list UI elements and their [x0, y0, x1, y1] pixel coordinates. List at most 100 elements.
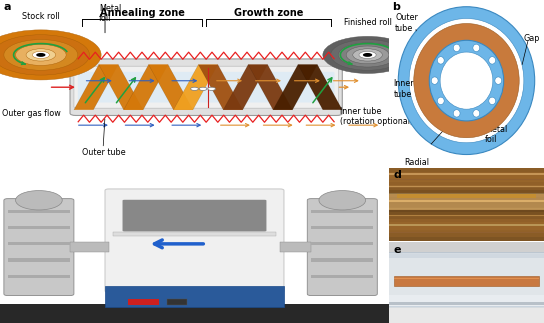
FancyBboxPatch shape — [4, 199, 74, 296]
FancyBboxPatch shape — [311, 226, 373, 229]
Polygon shape — [273, 65, 317, 110]
FancyBboxPatch shape — [389, 182, 544, 186]
FancyBboxPatch shape — [8, 226, 70, 229]
Circle shape — [398, 7, 535, 154]
Circle shape — [489, 97, 496, 105]
FancyBboxPatch shape — [389, 186, 544, 190]
Circle shape — [453, 110, 460, 117]
Circle shape — [319, 191, 366, 210]
FancyBboxPatch shape — [389, 219, 544, 223]
FancyBboxPatch shape — [389, 302, 544, 305]
Text: Annealing zone: Annealing zone — [100, 8, 184, 18]
Text: c: c — [8, 165, 14, 175]
FancyBboxPatch shape — [0, 304, 389, 323]
Text: b: b — [392, 2, 400, 12]
Text: Stock roll: Stock roll — [22, 12, 60, 21]
FancyBboxPatch shape — [389, 212, 544, 215]
FancyBboxPatch shape — [311, 275, 373, 278]
Text: Gap: Gap — [524, 34, 540, 43]
FancyBboxPatch shape — [128, 299, 159, 305]
Circle shape — [414, 24, 519, 138]
FancyBboxPatch shape — [386, 253, 544, 307]
Text: Radial
holes: Radial holes — [404, 158, 429, 177]
FancyBboxPatch shape — [8, 242, 70, 245]
FancyBboxPatch shape — [389, 179, 544, 182]
FancyBboxPatch shape — [389, 194, 544, 210]
Circle shape — [199, 87, 207, 90]
FancyBboxPatch shape — [389, 242, 544, 323]
Circle shape — [359, 51, 376, 58]
FancyBboxPatch shape — [389, 208, 544, 212]
FancyBboxPatch shape — [389, 172, 544, 175]
FancyBboxPatch shape — [311, 242, 373, 245]
FancyBboxPatch shape — [389, 223, 544, 226]
Circle shape — [32, 51, 50, 58]
Circle shape — [453, 44, 460, 52]
Polygon shape — [298, 65, 342, 110]
Polygon shape — [223, 65, 268, 110]
Circle shape — [473, 44, 480, 52]
FancyBboxPatch shape — [78, 72, 335, 103]
Polygon shape — [74, 65, 118, 110]
Circle shape — [409, 18, 524, 143]
Polygon shape — [99, 65, 143, 110]
Circle shape — [0, 30, 101, 80]
FancyBboxPatch shape — [8, 258, 70, 262]
FancyBboxPatch shape — [74, 66, 338, 108]
FancyBboxPatch shape — [307, 199, 378, 296]
Text: Inner tube
(rotation optional): Inner tube (rotation optional) — [341, 107, 413, 126]
Text: Metal
foil: Metal foil — [99, 4, 121, 24]
FancyBboxPatch shape — [389, 255, 544, 258]
Circle shape — [440, 52, 493, 109]
Circle shape — [190, 87, 199, 90]
Circle shape — [495, 77, 502, 84]
FancyBboxPatch shape — [389, 204, 544, 208]
FancyBboxPatch shape — [389, 215, 544, 219]
FancyBboxPatch shape — [394, 276, 539, 286]
Circle shape — [489, 57, 496, 64]
Polygon shape — [174, 65, 218, 110]
Circle shape — [437, 57, 444, 64]
Text: Inner
tube: Inner tube — [394, 79, 414, 99]
Polygon shape — [199, 65, 243, 110]
Circle shape — [36, 53, 46, 57]
Circle shape — [208, 87, 215, 90]
FancyBboxPatch shape — [389, 295, 544, 323]
Text: Outer gas flow: Outer gas flow — [2, 109, 61, 118]
Text: Metal
foil: Metal foil — [485, 125, 508, 144]
Polygon shape — [48, 63, 91, 71]
Circle shape — [363, 53, 372, 57]
Circle shape — [429, 40, 504, 121]
Text: d: d — [394, 170, 401, 180]
Circle shape — [346, 46, 389, 64]
Polygon shape — [123, 65, 168, 110]
FancyBboxPatch shape — [113, 232, 276, 235]
FancyBboxPatch shape — [105, 189, 284, 292]
Polygon shape — [336, 63, 383, 68]
Circle shape — [323, 36, 412, 73]
Circle shape — [338, 43, 397, 67]
FancyBboxPatch shape — [389, 233, 544, 237]
FancyBboxPatch shape — [167, 299, 187, 305]
Text: Outer tube: Outer tube — [82, 148, 125, 157]
Text: e: e — [394, 245, 401, 255]
Polygon shape — [149, 65, 193, 110]
FancyBboxPatch shape — [389, 201, 544, 204]
FancyBboxPatch shape — [389, 168, 544, 172]
Circle shape — [353, 49, 382, 61]
Circle shape — [4, 39, 78, 70]
FancyBboxPatch shape — [389, 226, 544, 230]
FancyBboxPatch shape — [389, 175, 544, 179]
FancyBboxPatch shape — [8, 210, 70, 213]
FancyBboxPatch shape — [70, 59, 342, 115]
FancyBboxPatch shape — [389, 230, 544, 233]
Circle shape — [26, 49, 55, 61]
FancyBboxPatch shape — [397, 194, 536, 198]
Circle shape — [437, 97, 444, 105]
FancyBboxPatch shape — [311, 210, 373, 213]
Circle shape — [16, 44, 66, 65]
Text: Outer
tube: Outer tube — [395, 14, 418, 33]
FancyBboxPatch shape — [389, 237, 544, 241]
Circle shape — [16, 191, 62, 210]
FancyBboxPatch shape — [394, 277, 539, 279]
